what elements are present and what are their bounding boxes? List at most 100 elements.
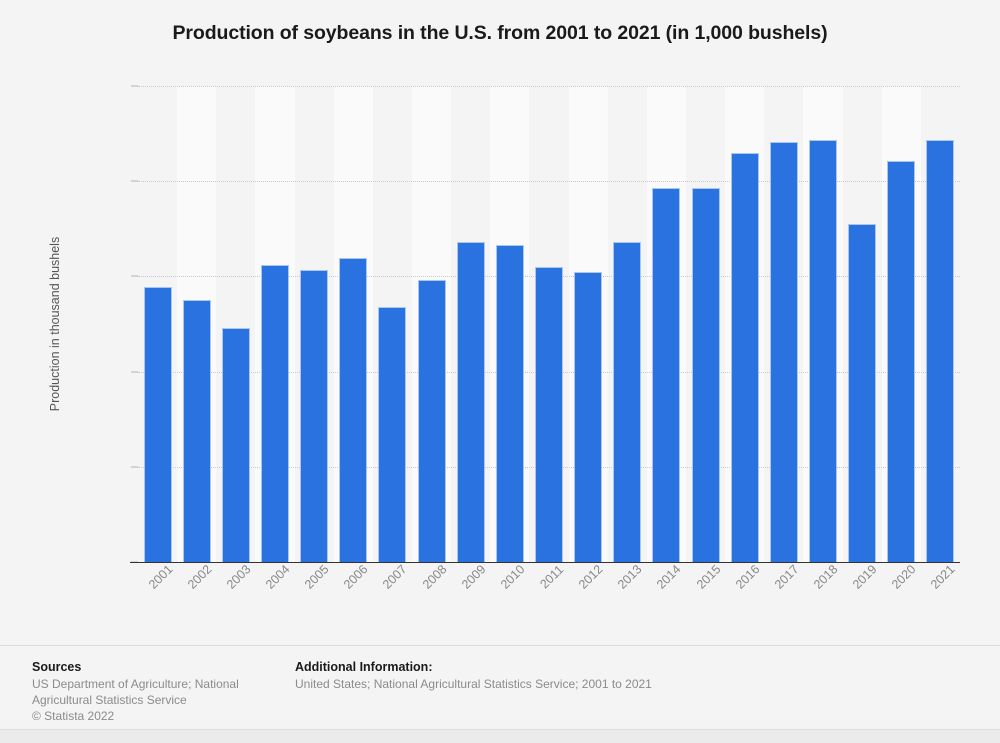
bar-2014[interactable]	[652, 188, 681, 562]
x-axis-label-2021: 2021	[928, 562, 958, 592]
footer-divider	[0, 645, 1000, 646]
x-axis-tick: 2008	[412, 562, 451, 616]
footer-bottom-bar	[0, 729, 1000, 743]
x-axis-tick: 2009	[451, 562, 490, 616]
bar-slot	[843, 86, 882, 562]
bar-slot	[412, 86, 451, 562]
bar-slot	[334, 86, 373, 562]
x-axis-label-2011: 2011	[537, 562, 567, 592]
x-axis-tick: 2006	[334, 562, 373, 616]
y-axis-label: Production in thousand bushels	[47, 86, 63, 562]
copyright-text: © Statista 2022	[32, 709, 115, 724]
bar-slot	[921, 86, 960, 562]
bar-slot	[882, 86, 921, 562]
x-axis-tick: 2004	[255, 562, 294, 616]
x-axis-tick: 2011	[529, 562, 568, 616]
x-axis-tick: 2020	[882, 562, 921, 616]
footer-additional-info: Additional Information: United States; N…	[295, 655, 895, 743]
additional-info-heading: Additional Information:	[295, 660, 433, 674]
footer-sources: Sources US Department of Agriculture; Na…	[0, 655, 295, 743]
chart-title: Production of soybeans in the U.S. from …	[172, 22, 828, 44]
bar-2005[interactable]	[300, 270, 329, 562]
x-axis-label-2012: 2012	[576, 562, 606, 592]
x-axis-tick: 2014	[647, 562, 686, 616]
bar-2002[interactable]	[182, 299, 211, 562]
bar-2001[interactable]	[143, 286, 172, 562]
bar-slot	[295, 86, 334, 562]
bar-2013[interactable]	[613, 242, 642, 562]
x-axis-label-2005: 2005	[302, 562, 332, 592]
x-axis-label-2014: 2014	[654, 562, 684, 592]
bar-2015[interactable]	[691, 188, 720, 562]
bar-2016[interactable]	[730, 153, 759, 562]
y-axis-tick-mark	[131, 180, 138, 182]
bar-2011[interactable]	[534, 267, 563, 562]
y-axis-tick-mark	[131, 85, 138, 87]
x-axis-label-2002: 2002	[184, 562, 215, 592]
bar-2018[interactable]	[808, 140, 837, 562]
x-axis-label-2003: 2003	[223, 562, 254, 592]
x-axis-tick: 2013	[608, 562, 647, 616]
x-axis-label-2001: 2001	[145, 562, 176, 592]
sources-heading: Sources	[32, 660, 82, 674]
bar-2017[interactable]	[769, 142, 798, 562]
bar-2008[interactable]	[417, 280, 446, 562]
x-axis-label-2020: 2020	[889, 562, 919, 592]
x-axis-tick: 2003	[216, 562, 255, 616]
footer: Sources US Department of Agriculture; Na…	[0, 655, 1000, 743]
x-axis-label-2007: 2007	[380, 562, 410, 592]
bar-series	[138, 86, 960, 562]
bar-2003[interactable]	[221, 328, 250, 562]
x-axis-tick: 2021	[921, 562, 960, 616]
bar-slot	[608, 86, 647, 562]
additional-info-text: United States; National Agricultural Sta…	[295, 677, 652, 691]
x-axis-label-2016: 2016	[732, 562, 763, 592]
x-axis-tick: 2016	[725, 562, 764, 616]
x-axis-label-2013: 2013	[615, 562, 645, 592]
x-axis-tick: 2012	[569, 562, 608, 616]
x-axis-tick: 2019	[843, 562, 882, 616]
y-axis-tick-mark	[131, 275, 138, 277]
x-axis-label-2004: 2004	[262, 562, 293, 592]
x-axis-label-2008: 2008	[419, 562, 450, 592]
bar-2021[interactable]	[926, 139, 955, 562]
bar-slot	[138, 86, 177, 562]
plot-area: 01,000,0002,000,0003,000,0004,000,0005,0…	[130, 85, 960, 563]
bar-slot	[216, 86, 255, 562]
x-axis-labels: 2001 2002 2003 2004 2005 2006 2007 2008 2009 2010…	[138, 562, 960, 616]
bar-slot	[373, 86, 412, 562]
x-axis-label-2018: 2018	[810, 562, 841, 592]
x-axis-tick: 2007	[373, 562, 412, 616]
bar-2004[interactable]	[260, 264, 289, 562]
x-axis-label-2006: 2006	[341, 562, 371, 592]
x-axis-tick: 2010	[490, 562, 529, 616]
bar-2009[interactable]	[456, 242, 485, 562]
x-axis-baseline	[130, 562, 960, 563]
y-axis-tick-mark	[131, 466, 138, 468]
x-axis-tick: 2001	[138, 562, 177, 616]
bar-2020[interactable]	[887, 160, 916, 562]
x-axis-label-2010: 2010	[497, 562, 528, 592]
x-axis-label-2009: 2009	[458, 562, 489, 592]
bar-slot	[177, 86, 216, 562]
bar-2012[interactable]	[574, 272, 603, 562]
bar-slot	[529, 86, 568, 562]
bar-slot	[569, 86, 608, 562]
bar-slot	[764, 86, 803, 562]
bar-2007[interactable]	[378, 307, 407, 562]
bar-slot	[490, 86, 529, 562]
bar-slot	[725, 86, 764, 562]
x-axis-tick: 2018	[803, 562, 842, 616]
x-axis-label-2017: 2017	[771, 562, 802, 592]
bar-slot	[647, 86, 686, 562]
gridline	[138, 86, 960, 87]
bar-2019[interactable]	[848, 223, 877, 562]
gridline	[138, 181, 960, 183]
bar-slot	[255, 86, 294, 562]
x-axis-label-2019: 2019	[850, 562, 880, 592]
y-axis-label-text: Production in thousand bushels	[48, 236, 62, 412]
bar-slot	[686, 86, 725, 562]
bar-2006[interactable]	[339, 257, 368, 562]
bar-2010[interactable]	[495, 245, 524, 562]
sources-text: US Department of Agriculture; National A…	[32, 677, 239, 708]
